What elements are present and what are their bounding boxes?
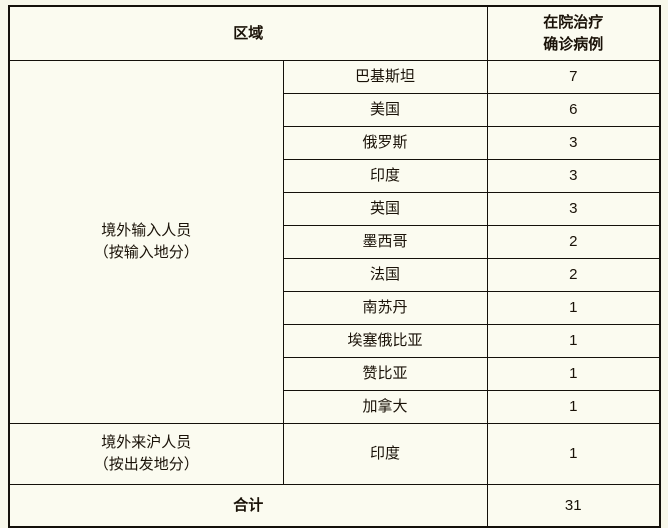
- case-count: 1: [486, 357, 661, 391]
- header-confirmed-cases-line2: 确诊病例: [543, 35, 604, 53]
- header-confirmed-cases-line1: 在院治疗: [543, 13, 604, 31]
- table-row: 法国 2: [9, 258, 661, 292]
- origin-name: 赞比亚: [282, 357, 488, 391]
- group-label-arrived-shanghai: 境外来沪人员 （按出发地分）: [8, 423, 284, 485]
- group-label-arrived-shanghai-line2: （按出发地分）: [93, 456, 199, 473]
- table-row: 南苏丹 1: [9, 291, 661, 325]
- table-row: 赞比亚 1: [9, 357, 661, 391]
- case-count: 7: [486, 60, 661, 94]
- case-count: 1: [486, 423, 661, 485]
- group-label-imported-line2: （按输入地分）: [93, 244, 199, 261]
- table-row: 美国 6: [9, 93, 661, 127]
- origin-name: 美国: [282, 93, 488, 127]
- table-row: 俄罗斯 3: [9, 126, 661, 160]
- case-count: 2: [486, 258, 661, 292]
- total-value: 31: [486, 484, 661, 528]
- case-count: 3: [486, 126, 661, 160]
- table-row: 埃塞俄比亚 1: [9, 324, 661, 358]
- table-row: 墨西哥 2: [9, 225, 661, 259]
- group-label-arrived-shanghai-line1: 境外来沪人员: [101, 434, 192, 452]
- table-header-row: 区域 在院治疗 确诊病例: [8, 5, 661, 61]
- origin-name: 巴基斯坦: [282, 60, 488, 94]
- origin-name: 加拿大: [282, 390, 488, 424]
- header-confirmed-cases: 在院治疗 确诊病例: [486, 5, 661, 61]
- header-region: 区域: [8, 5, 488, 61]
- case-count: 1: [486, 324, 661, 358]
- origin-name: 法国: [282, 258, 488, 292]
- origin-name: 英国: [282, 192, 488, 226]
- case-count: 1: [486, 390, 661, 424]
- table-container: 区域 在院治疗 确诊病例 境外输入人员 （按输入地分） 巴基斯坦 7 美国 6: [8, 5, 662, 528]
- case-count: 6: [486, 93, 661, 127]
- case-count: 3: [486, 159, 661, 193]
- confirmed-cases-table: 区域 在院治疗 确诊病例 境外输入人员 （按输入地分） 巴基斯坦 7 美国 6: [8, 5, 662, 528]
- origin-name: 印度: [282, 423, 488, 485]
- case-count: 3: [486, 192, 661, 226]
- table-row: 印度 3: [9, 159, 661, 193]
- table-row: 境外输入人员 （按输入地分） 巴基斯坦 7: [8, 60, 661, 424]
- origin-name: 埃塞俄比亚: [282, 324, 488, 358]
- origin-name: 墨西哥: [282, 225, 488, 259]
- origin-name: 印度: [282, 159, 488, 193]
- origin-name: 南苏丹: [282, 291, 488, 325]
- table-row: 境外来沪人员 （按出发地分） 印度 1: [8, 423, 661, 485]
- case-count: 1: [486, 291, 661, 325]
- origin-name: 俄罗斯: [282, 126, 488, 160]
- total-row: 合计 31: [8, 484, 661, 528]
- table-row: 英国 3: [9, 192, 661, 226]
- case-count: 2: [486, 225, 661, 259]
- total-label: 合计: [8, 484, 488, 528]
- group-label-imported-line1: 境外输入人员: [101, 222, 192, 240]
- group-label-imported: 境外输入人员 （按输入地分）: [8, 60, 284, 424]
- table-row: 加拿大 1: [9, 390, 661, 424]
